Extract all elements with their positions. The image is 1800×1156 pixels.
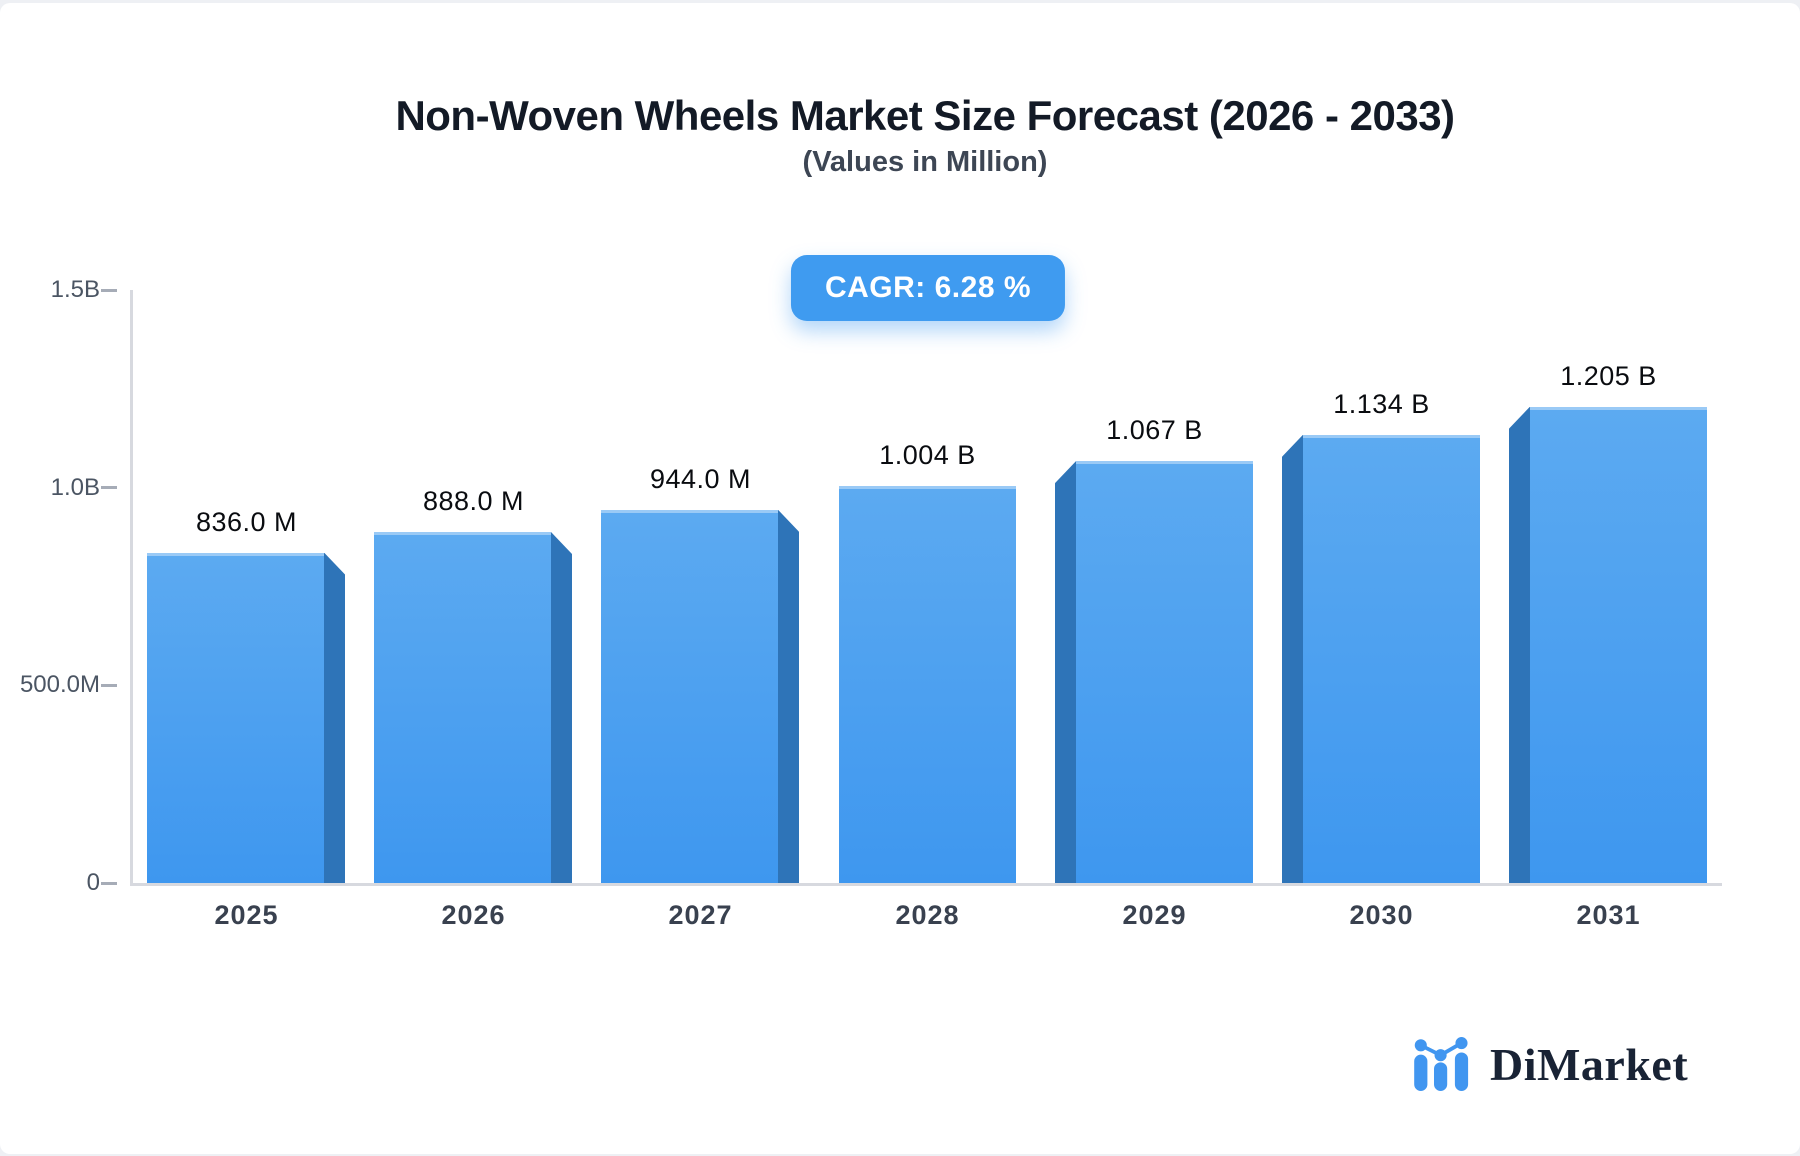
x-axis-label-2027: 2027 [668, 900, 733, 930]
bar-front-face [1076, 461, 1253, 883]
y-axis-tick [101, 486, 117, 490]
bar-front-face [838, 486, 1016, 883]
logo-text: DiMarket [1490, 1038, 1689, 1090]
bar-value-label: 836.0 M [195, 506, 298, 537]
y-axis-line [130, 290, 133, 886]
cagr-badge: CAGR: 6.28 % [790, 255, 1066, 321]
bar-front-face [1530, 406, 1707, 883]
bar-2028[interactable] [828, 486, 1026, 883]
bar-2030[interactable] [1282, 434, 1480, 883]
dimarket-logo: DiMarket [1412, 1028, 1688, 1100]
bar-value-label: 1.205 B [1560, 360, 1657, 391]
y-axis-label: 1.5B [50, 276, 100, 303]
bar-front-face [601, 509, 778, 883]
x-axis-label-2031: 2031 [1576, 900, 1641, 930]
bar-2025[interactable] [147, 552, 345, 883]
bar-2027[interactable] [601, 509, 799, 883]
y-axis-tick [101, 881, 117, 885]
y-axis-tick [101, 683, 117, 687]
x-axis-label-2028: 2028 [895, 900, 960, 930]
chart-subtitle: (Values in Million) [802, 146, 1048, 178]
y-axis-label: 0 [86, 869, 100, 896]
bar-3d-side [324, 552, 345, 883]
bar-value-label: 888.0 M [422, 485, 525, 516]
bar-3d-side [551, 531, 572, 883]
bar-value-label: 1.067 B [1106, 415, 1203, 446]
y-axis-label: 1.0B [50, 473, 100, 501]
bar-chart-logo-icon [1414, 1037, 1469, 1091]
x-axis-label-2026: 2026 [441, 900, 506, 930]
bar-2026[interactable] [374, 531, 572, 883]
bar-3d-side [778, 509, 799, 883]
bar-3d-side [1282, 434, 1303, 883]
bar-2029[interactable] [1055, 461, 1253, 883]
bar-value-label: 1.134 B [1333, 388, 1430, 419]
bar-value-label: 1.004 B [879, 440, 976, 471]
bar-front-face [374, 531, 551, 883]
x-axis-line [130, 883, 1722, 886]
bar-value-label: 944.0 M [649, 463, 752, 494]
y-axis-label: 500.0M [19, 671, 100, 699]
chart-title: Non-Woven Wheels Market Size Forecast (2… [395, 92, 1455, 139]
x-axis-label-2030: 2030 [1349, 900, 1414, 930]
bar-2031[interactable] [1509, 406, 1707, 883]
x-axis-label-2025: 2025 [214, 900, 279, 930]
bar-3d-side [1055, 461, 1076, 883]
bar-front-face [1303, 434, 1480, 883]
bar-front-face [147, 552, 324, 883]
y-axis-tick [101, 288, 117, 292]
bar-3d-side [1509, 406, 1530, 883]
x-axis-label-2029: 2029 [1122, 900, 1187, 930]
